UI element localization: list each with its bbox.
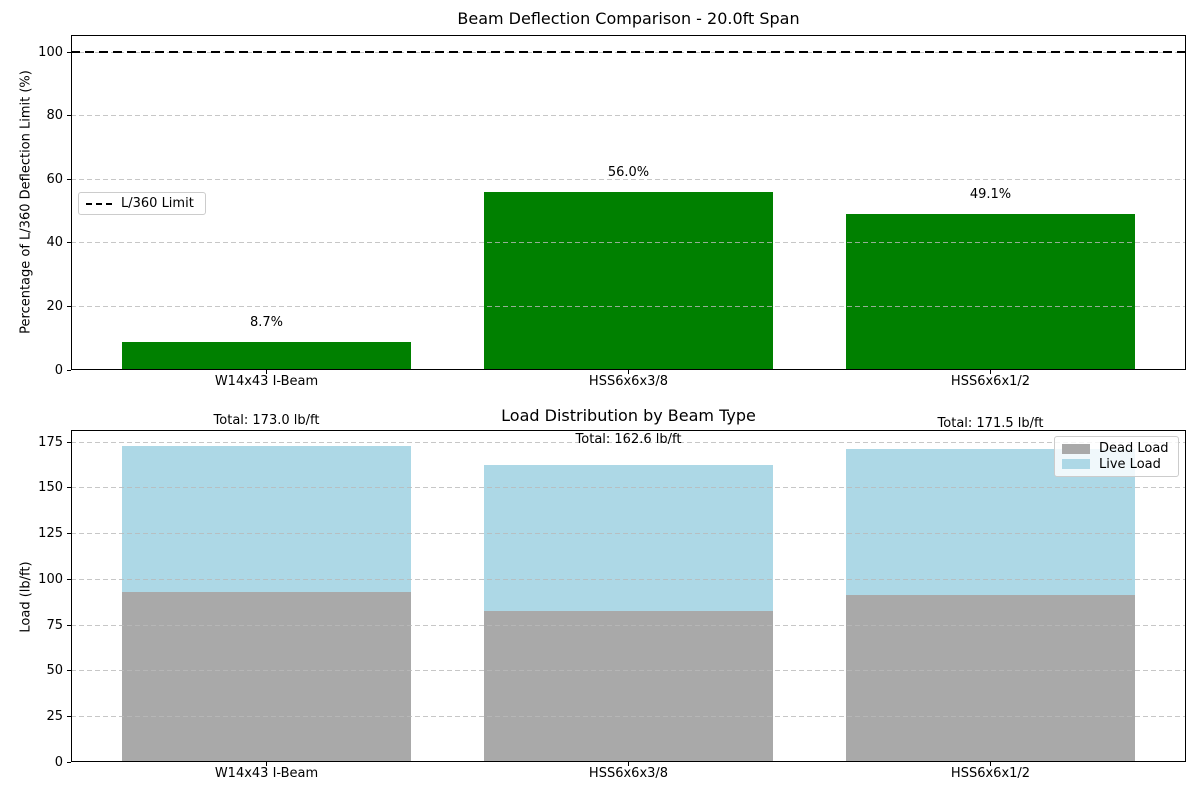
y-tick-mark <box>67 242 71 244</box>
dead-load-swatch <box>1062 443 1090 454</box>
gridline <box>71 670 1186 672</box>
y-tick-mark <box>67 441 71 443</box>
live-load-segment <box>483 464 774 612</box>
x-tick-mark <box>628 762 629 766</box>
gridline <box>71 305 1186 307</box>
y-tick-label: 175 <box>38 434 63 450</box>
y-tick-mark <box>67 178 71 180</box>
x-tick-label: HSS6x6x3/8 <box>588 766 669 781</box>
bar-value-label: 8.7% <box>249 315 284 331</box>
y-tick-label: 25 <box>46 708 63 724</box>
y-tick-label: 100 <box>38 44 63 60</box>
gridline <box>71 115 1186 117</box>
y-tick-label: 80 <box>46 108 63 124</box>
y-tick-label: 0 <box>54 754 63 770</box>
l360-limit-line <box>71 51 1186 54</box>
chart1-legend: L/360 Limit <box>78 192 206 215</box>
chart2-title: Load Distribution by Beam Type <box>501 406 756 425</box>
y-tick-mark <box>67 624 71 626</box>
total-label: Total: 162.6 lb/ft <box>575 431 682 447</box>
y-tick-mark <box>67 305 71 307</box>
y-tick-label: 40 <box>46 235 63 251</box>
gridline <box>71 578 1186 580</box>
gridline <box>71 242 1186 244</box>
x-tick-label: W14x43 I-Beam <box>214 374 319 389</box>
x-tick-label: HSS6x6x3/8 <box>588 374 669 389</box>
dead-load-segment <box>121 592 412 762</box>
x-tick-mark <box>990 762 991 766</box>
bar-value-label: 49.1% <box>969 186 1012 202</box>
x-tick-label: HSS6x6x1/2 <box>950 766 1031 781</box>
y-tick-mark <box>67 51 71 53</box>
gridline <box>71 715 1186 717</box>
y-tick-label: 50 <box>46 663 63 679</box>
legend-label-l360-limit: L/360 Limit <box>121 196 194 211</box>
gridline <box>71 533 1186 535</box>
y-tick-label: 20 <box>46 298 63 314</box>
y-tick-mark <box>67 533 71 535</box>
legend-label-dead-load: Dead Load <box>1099 441 1169 457</box>
y-tick-mark <box>67 578 71 580</box>
total-label: Total: 171.5 lb/ft <box>937 415 1044 431</box>
y-tick-label: 0 <box>54 362 63 378</box>
deflection-bar <box>121 342 412 370</box>
bar-value-label: 56.0% <box>607 165 650 180</box>
x-tick-mark <box>266 370 267 374</box>
x-tick-mark <box>628 370 629 374</box>
chart1-title: Beam Deflection Comparison - 20.0ft Span <box>457 9 800 28</box>
dead-load-segment <box>845 594 1136 762</box>
y-tick-label: 100 <box>38 571 63 587</box>
legend-row-live-load: Live Load <box>1062 457 1171 472</box>
y-tick-mark <box>67 369 71 371</box>
gridline <box>71 487 1186 489</box>
y-tick-mark <box>67 715 71 717</box>
x-tick-label: W14x43 I-Beam <box>214 766 319 781</box>
x-tick-mark <box>266 762 267 766</box>
total-label: Total: 173.0 lb/ft <box>213 412 320 428</box>
y-tick-label: 60 <box>46 171 63 187</box>
y-tick-mark <box>67 670 71 672</box>
legend-label-live-load: Live Load <box>1099 456 1161 472</box>
legend-row-dead-load: Dead Load <box>1062 441 1171 456</box>
y-tick-label: 125 <box>38 526 63 542</box>
x-tick-mark <box>990 370 991 374</box>
deflection-bar <box>483 192 774 370</box>
y-tick-mark <box>67 761 71 763</box>
gridline <box>71 178 1186 180</box>
y-tick-mark <box>67 487 71 489</box>
gridline <box>71 441 1186 443</box>
dead-load-segment <box>483 611 774 762</box>
y-tick-label: 75 <box>46 617 63 633</box>
y-tick-mark <box>67 115 71 117</box>
live-load-segment <box>121 445 412 593</box>
deflection-bar <box>845 213 1136 370</box>
chart2-legend: Dead Load Live Load <box>1054 436 1179 477</box>
dashed-line-legend-sample <box>86 202 112 205</box>
live-load-swatch <box>1062 459 1090 470</box>
x-tick-label: HSS6x6x1/2 <box>950 374 1031 389</box>
gridline <box>71 624 1186 626</box>
y-tick-label: 150 <box>38 480 63 496</box>
